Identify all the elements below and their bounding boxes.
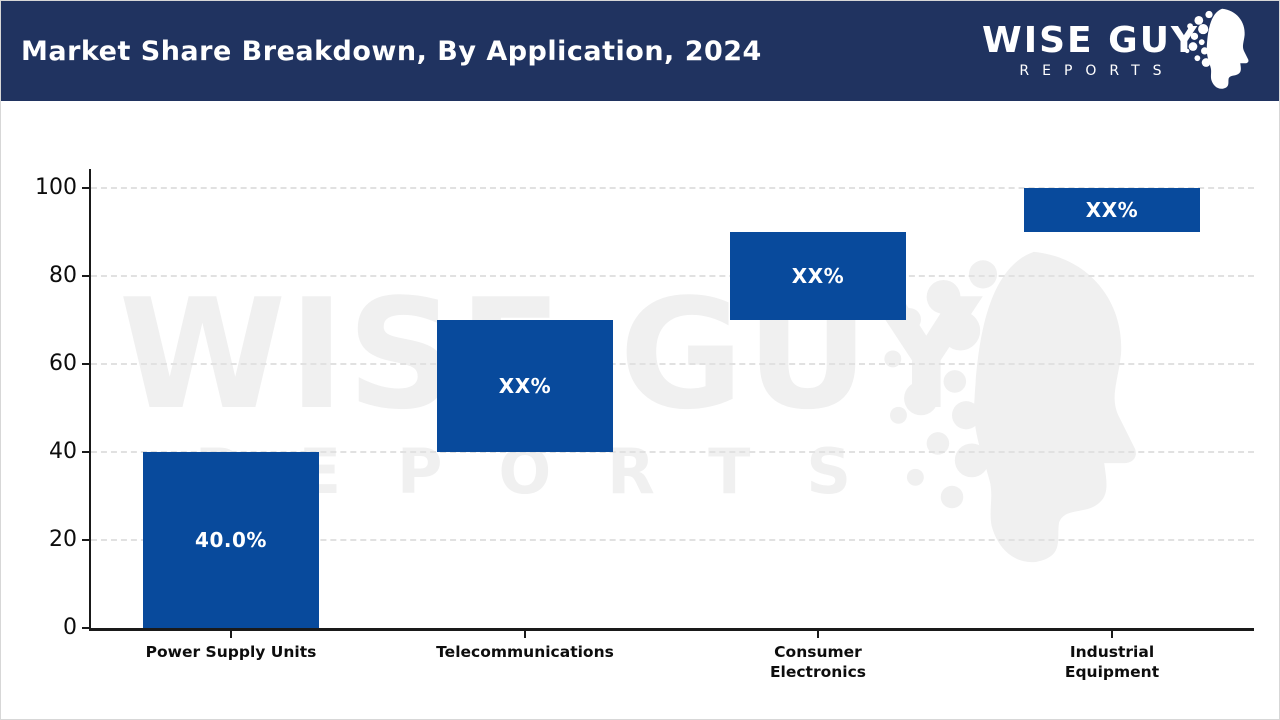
bar-value-label: XX% <box>1085 198 1139 222</box>
bar-value-label: 40.0% <box>195 528 267 552</box>
logo-reports-label: REPORTS <box>1019 63 1175 79</box>
bar-telecommunications: XX% <box>437 320 613 452</box>
x-tick-0 <box>230 631 232 638</box>
logo-text: WISE GUY REPORTS <box>981 20 1199 80</box>
bar-industrial-equipment: XX% <box>1024 188 1200 232</box>
gridline-100 <box>91 187 1254 189</box>
x-axis-line <box>89 628 1254 631</box>
y-tick-label-80: 80 <box>49 263 77 288</box>
y-tick-label-100: 100 <box>35 175 77 200</box>
logo-wiseguy-label: WISE GUY <box>981 20 1199 61</box>
x-label-3: Industrial Equipment <box>1064 643 1160 682</box>
x-tick-1 <box>524 631 526 638</box>
y-tick-60 <box>82 363 89 365</box>
x-label-1: Telecommunications <box>436 643 614 661</box>
x-label-0: Power Supply Units <box>145 643 317 661</box>
y-tick-label-20: 20 <box>49 527 77 552</box>
x-tick-3 <box>1111 631 1113 638</box>
gridline-40 <box>91 451 1254 453</box>
y-tick-label-60: 60 <box>49 351 77 376</box>
gridline-20 <box>91 539 1254 541</box>
x-label-2: Consumer Electronics <box>769 643 867 682</box>
y-tick-100 <box>82 187 89 189</box>
y-tick-40 <box>82 451 89 453</box>
gridline-60 <box>91 363 1254 365</box>
y-tick-0 <box>82 627 89 629</box>
y-tick-80 <box>82 275 89 277</box>
y-tick-20 <box>82 539 89 541</box>
bar-value-label: XX% <box>791 264 845 288</box>
bar-power-supply-units: 40.0% <box>143 452 319 628</box>
y-axis-line <box>89 169 91 630</box>
y-tick-label-40: 40 <box>49 439 77 464</box>
chart-title: Market Share Breakdown, By Application, … <box>21 35 762 67</box>
x-tick-2 <box>817 631 819 638</box>
bar-value-label: XX% <box>498 374 552 398</box>
bar-consumer-electronics: XX% <box>730 232 906 320</box>
watermark-head-icon <box>884 251 1136 563</box>
logo-head-icon <box>1183 8 1249 89</box>
wise-guy-reports-logo: WISE GUY REPORTS <box>981 8 1257 92</box>
y-tick-label-0: 0 <box>63 615 77 640</box>
header: Market Share Breakdown, By Application, … <box>1 1 1279 101</box>
gridline-80 <box>91 275 1254 277</box>
